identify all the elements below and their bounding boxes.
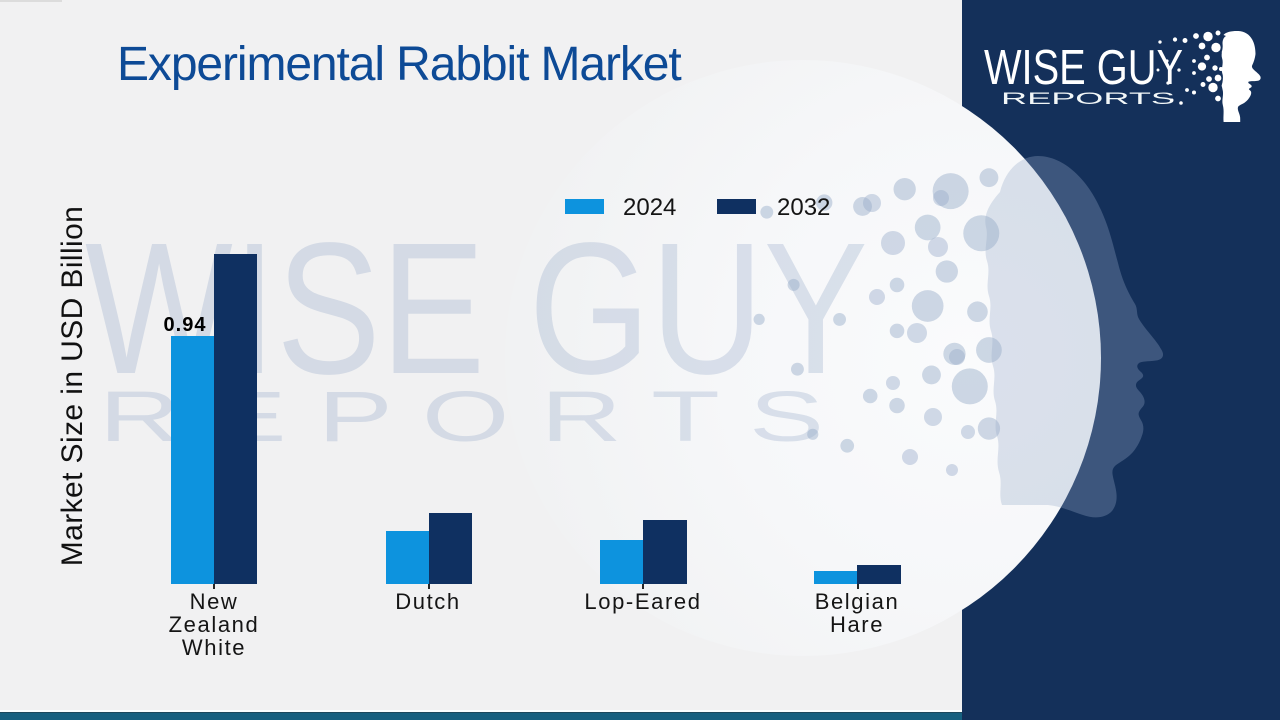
svg-text:REPORTS: REPORTS [1001, 89, 1175, 108]
svg-text:WISE GUY: WISE GUY [984, 40, 1183, 95]
